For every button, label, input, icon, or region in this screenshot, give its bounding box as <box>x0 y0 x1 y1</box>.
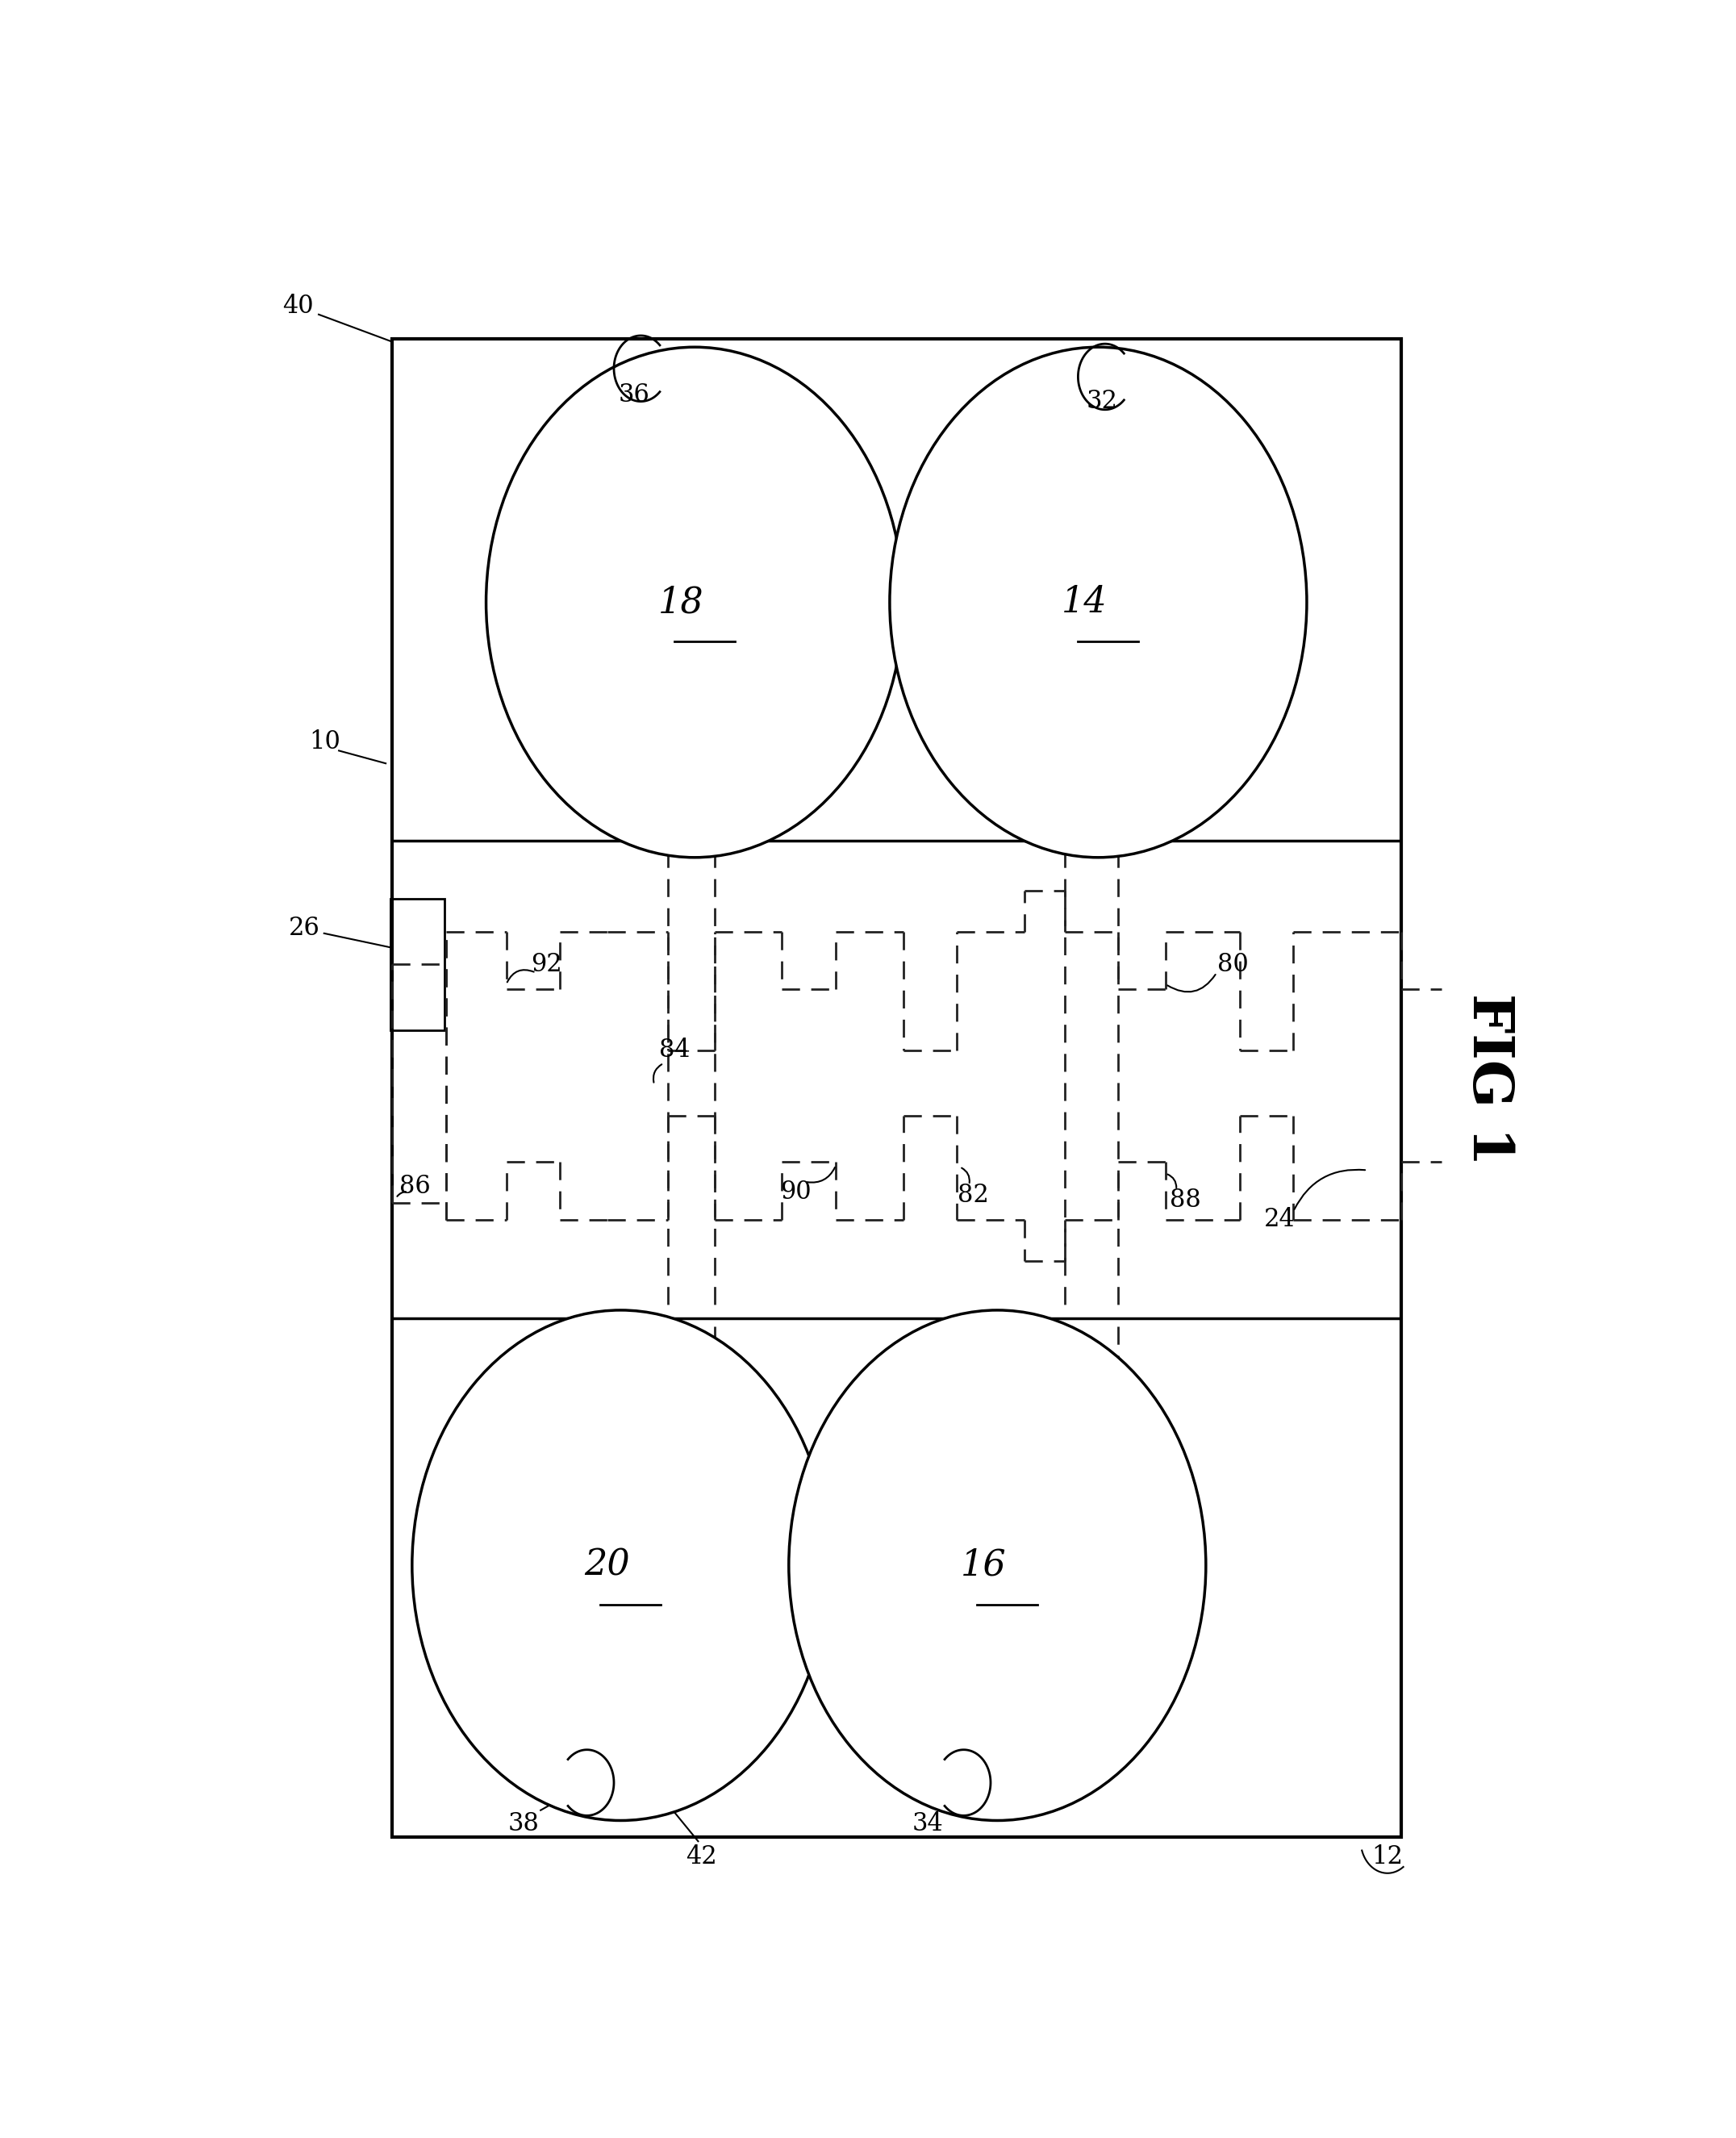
Text: 16: 16 <box>962 1548 1007 1582</box>
Text: 32: 32 <box>1087 389 1118 415</box>
Text: 36: 36 <box>618 383 649 408</box>
Ellipse shape <box>891 346 1307 857</box>
Text: 86: 86 <box>399 1174 431 1199</box>
Text: 82: 82 <box>958 1182 990 1208</box>
Ellipse shape <box>411 1311 830 1822</box>
Text: FIG 1: FIG 1 <box>1462 994 1516 1165</box>
Text: 12: 12 <box>1371 1845 1403 1869</box>
Text: 92: 92 <box>531 951 562 977</box>
Ellipse shape <box>788 1311 1207 1822</box>
Text: 38: 38 <box>509 1811 540 1837</box>
Text: 18: 18 <box>658 586 705 620</box>
Ellipse shape <box>486 346 903 857</box>
Text: 40: 40 <box>283 293 312 319</box>
Text: 14: 14 <box>1062 586 1108 620</box>
Text: 42: 42 <box>686 1845 717 1869</box>
Text: 24: 24 <box>1264 1208 1295 1231</box>
Bar <box>391 898 444 1031</box>
Text: 90: 90 <box>779 1180 811 1204</box>
Text: 88: 88 <box>1170 1187 1201 1212</box>
Text: 34: 34 <box>911 1811 943 1837</box>
Bar <box>392 340 1401 1837</box>
Text: 26: 26 <box>288 915 319 941</box>
Text: 10: 10 <box>309 729 340 755</box>
Text: 20: 20 <box>585 1548 630 1582</box>
Text: 80: 80 <box>1217 951 1248 977</box>
Text: 84: 84 <box>660 1037 689 1063</box>
